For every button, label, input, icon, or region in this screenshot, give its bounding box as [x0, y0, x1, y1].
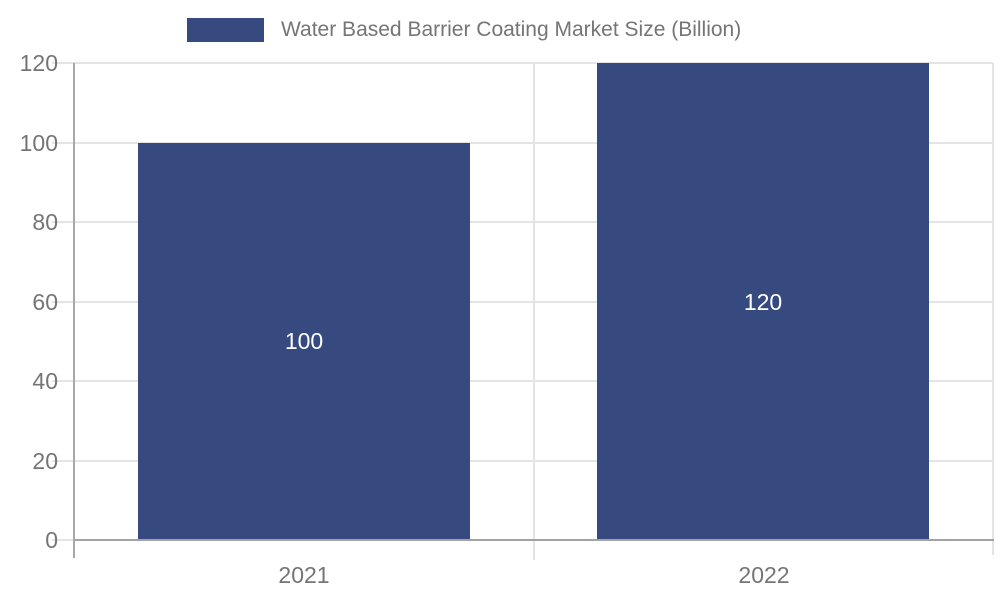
legend-swatch	[187, 18, 264, 42]
y-tick-mark	[52, 539, 74, 541]
y-tick-label: 40	[32, 368, 58, 394]
y-tick-label: 60	[32, 288, 58, 315]
x-axis-line	[74, 539, 994, 541]
legend: Water Based Barrier Coating Market Size …	[187, 18, 741, 42]
bar-value-label: 120	[743, 289, 783, 315]
band-divider-gridline	[532, 63, 535, 560]
y-tick-mark	[52, 221, 74, 223]
y-tick-mark	[52, 141, 74, 144]
y-tick-label: 20	[32, 447, 58, 474]
y-tick-mark	[52, 459, 74, 462]
y-tick-label: 0	[45, 527, 58, 553]
y-axis-line	[73, 63, 75, 558]
x-tick-label: 2021	[278, 562, 330, 588]
y-tick-mark	[52, 380, 74, 382]
bar-2021	[138, 142, 470, 540]
y-tick-mark	[52, 300, 74, 303]
y-tick-label: 120	[19, 50, 58, 76]
y-tick-mark	[52, 62, 74, 64]
plot-right-border	[992, 63, 994, 555]
bar-2022	[597, 63, 929, 540]
bar-value-label: 100	[284, 328, 324, 354]
legend-label: Water Based Barrier Coating Market Size …	[281, 18, 742, 41]
y-tick-label: 80	[32, 209, 58, 235]
y-tick-label: 100	[19, 129, 58, 156]
x-tick-label: 2022	[738, 562, 790, 588]
